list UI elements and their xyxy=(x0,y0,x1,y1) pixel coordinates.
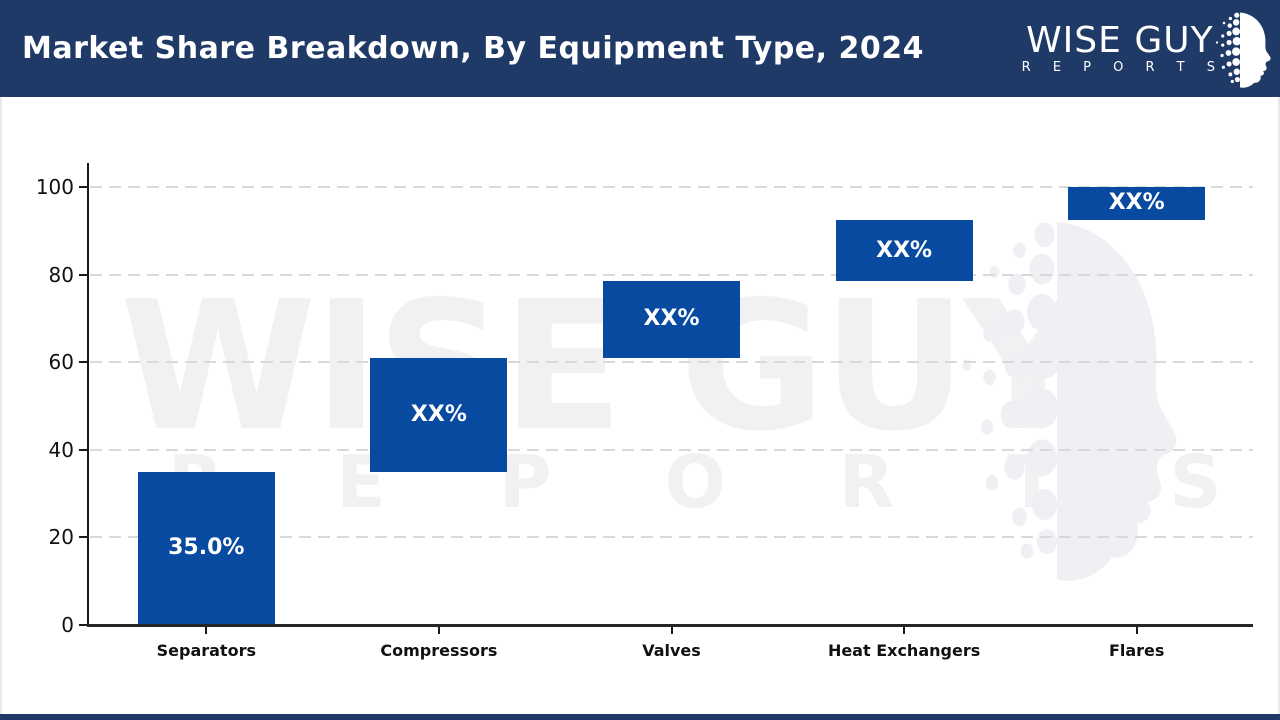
footer-bar xyxy=(0,714,1280,720)
header: Market Share Breakdown, By Equipment Typ… xyxy=(0,0,1280,97)
bar-value-label: XX% xyxy=(643,306,700,332)
x-axis-category-label: Flares xyxy=(1108,641,1165,660)
brand-name: WISE GUY xyxy=(1026,20,1214,62)
brand-logo: WISE GUY R E P O R T S xyxy=(1016,5,1272,92)
y-axis-tick-label: 20 xyxy=(48,525,74,550)
x-axis-category-label: Heat Exchangers xyxy=(827,641,981,660)
bar-value-label: 35.0% xyxy=(168,535,245,561)
y-axis-tick xyxy=(79,361,87,364)
page-title: Market Share Breakdown, By Equipment Typ… xyxy=(22,31,924,66)
bar xyxy=(835,219,973,282)
gridline xyxy=(90,536,1253,539)
x-axis-category-label: Compressors xyxy=(380,641,498,660)
y-axis-line xyxy=(87,163,89,627)
gridline xyxy=(90,273,1253,276)
y-axis-tick-label: 60 xyxy=(48,350,74,375)
y-axis-tick xyxy=(79,186,87,188)
bar-value-label: XX% xyxy=(876,237,933,263)
x-axis-tick xyxy=(205,627,208,634)
y-axis-tick-label: 0 xyxy=(61,613,74,637)
x-axis-line xyxy=(87,624,1253,627)
y-axis-tick xyxy=(79,273,87,276)
y-axis-tick xyxy=(79,536,87,539)
gridline xyxy=(90,361,1253,364)
y-axis-tick xyxy=(79,448,87,451)
x-axis-tick xyxy=(670,627,673,634)
bar-value-label: XX% xyxy=(410,401,467,427)
bar xyxy=(1068,187,1206,220)
bar-value-label: XX% xyxy=(1108,190,1165,216)
x-axis-category-label: Valves xyxy=(642,641,701,660)
gridline xyxy=(90,186,1253,188)
x-axis-tick xyxy=(903,627,906,634)
y-axis-tick-label: 40 xyxy=(48,437,74,462)
y-axis-tick-label: 100 xyxy=(35,175,74,199)
y-axis-tick xyxy=(79,624,87,626)
bar xyxy=(370,357,508,472)
brand-subtitle: R E P O R T S xyxy=(1021,59,1224,75)
y-axis-tick-label: 80 xyxy=(48,262,74,287)
brand-wordmark: WISE GUY R E P O R T S xyxy=(1016,22,1224,75)
x-axis-tick xyxy=(437,627,440,634)
bar xyxy=(603,281,740,358)
bar xyxy=(137,471,275,625)
x-axis-tick xyxy=(1135,627,1138,634)
gridline xyxy=(90,448,1253,451)
x-axis-category-label: Separators xyxy=(156,641,256,660)
